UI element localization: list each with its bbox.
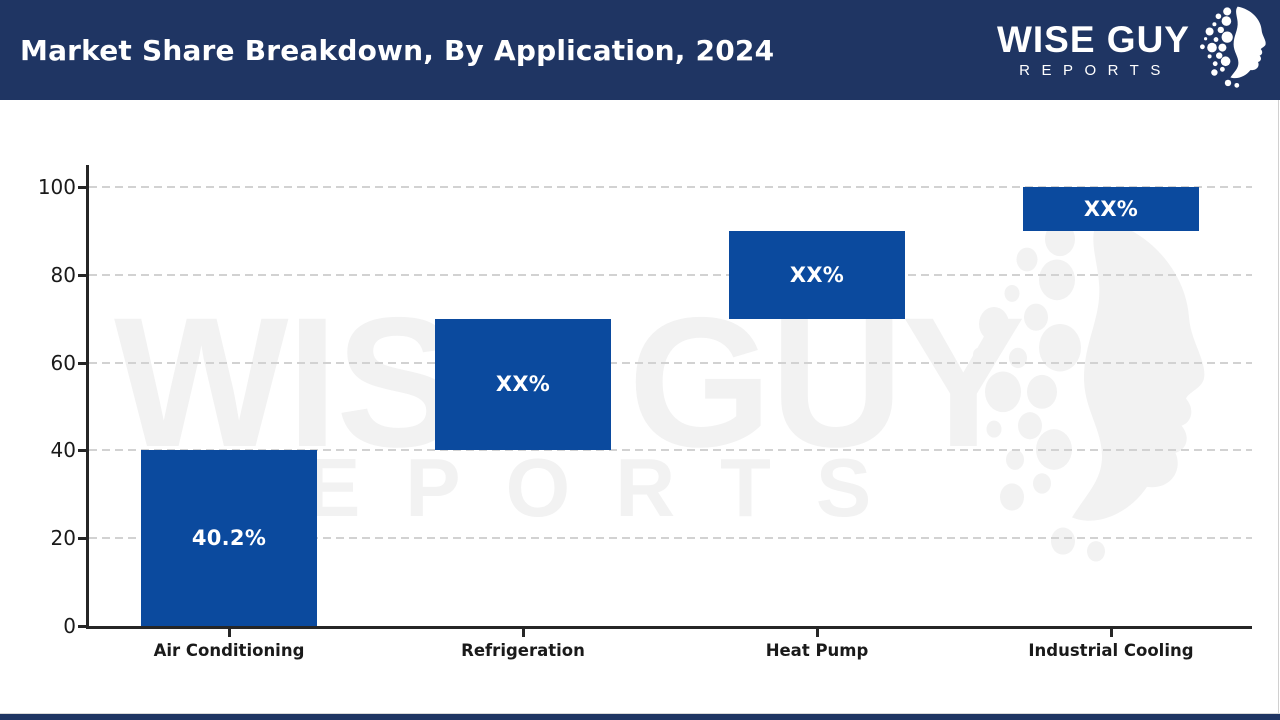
y-tick: [78, 361, 87, 365]
x-tick: [816, 629, 819, 637]
y-tick-label: 100: [37, 175, 76, 199]
bar-value-label: XX%: [789, 262, 845, 287]
wise-guy-logo: WISE GUY REPORTS: [997, 5, 1272, 95]
y-tick: [78, 186, 87, 189]
gridline: [89, 449, 1252, 452]
y-tick: [78, 273, 87, 277]
bar-value-label: XX%: [1083, 196, 1139, 221]
bar-value-label: XX%: [495, 372, 551, 397]
header: Market Share Breakdown, By Application, …: [0, 0, 1280, 100]
chart-title: Market Share Breakdown, By Application, …: [20, 33, 775, 67]
y-tick: [78, 625, 87, 628]
y-tick: [78, 537, 87, 541]
y-tick-label: 20: [50, 526, 76, 551]
x-tick: [522, 629, 525, 637]
gridline: [89, 273, 1252, 276]
x-tick: [1110, 629, 1113, 637]
y-tick: [78, 449, 87, 453]
y-tick-label: 60: [50, 350, 76, 375]
logo-text: WISE GUY REPORTS: [997, 20, 1190, 80]
y-axis-spine: [86, 165, 89, 629]
bar: XX%: [729, 230, 905, 319]
y-tick-label: 0: [63, 614, 76, 638]
bar-value-label: 40.2%: [191, 525, 267, 550]
right-border: [1278, 100, 1279, 714]
gridline: [89, 537, 1252, 540]
y-tick-label: 40: [50, 438, 76, 463]
y-tick-label: 80: [50, 262, 76, 287]
x-axis-spine: [86, 626, 1252, 629]
gridline: [89, 361, 1252, 364]
x-tick: [228, 629, 231, 637]
x-axis-label: Air Conditioning: [153, 641, 305, 660]
x-axis-label: Heat Pump: [765, 641, 869, 660]
bar: XX%: [1023, 187, 1199, 231]
logo-subtext: REPORTS: [1019, 62, 1172, 79]
bar: XX%: [435, 318, 611, 450]
bottom-hairline: [0, 713, 1280, 714]
x-axis-label: Refrigeration: [461, 641, 585, 660]
gridline: [89, 186, 1252, 188]
logo-wordmark: WISE GUY: [996, 19, 1190, 60]
bar: 40.2%: [141, 449, 317, 626]
footer-bar: [0, 714, 1280, 720]
x-axis-label: Industrial Cooling: [1028, 641, 1194, 660]
